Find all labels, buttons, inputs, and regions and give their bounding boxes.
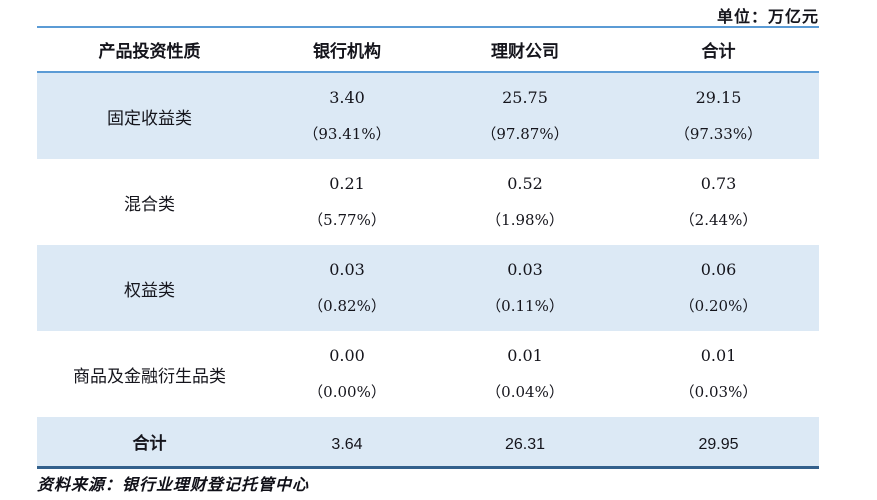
investment-nature-table: 产品投资性质 银行机构 理财公司 合计 固定收益类 3.40 （93.41%） … xyxy=(37,26,819,469)
percentage: （0.00%） xyxy=(308,382,386,401)
table-row-mixed: 混合类 0.21 （5.77%） 0.52 （1.98%） 0.73 （2.44… xyxy=(37,159,819,245)
table-row-equity: 权益类 0.03 （0.82%） 0.03 （0.11%） 0.06 （0.20… xyxy=(37,245,819,331)
row-label: 混合类 xyxy=(124,194,175,215)
value: 0.73 xyxy=(700,174,737,194)
value: 25.75 xyxy=(502,88,548,108)
percentage: （93.41%） xyxy=(303,124,391,143)
percentage: （0.04%） xyxy=(486,382,564,401)
total-value: 3.64 xyxy=(331,435,363,453)
percentage: （0.82%） xyxy=(308,296,386,315)
value-cell: 0.06 （0.20%） xyxy=(618,245,819,331)
value: 0.52 xyxy=(507,174,543,194)
source-note: 资料来源：银行业理财登记托管中心 xyxy=(37,475,310,494)
percentage: （0.11%） xyxy=(486,296,564,315)
value-cell: 0.21 （5.77%） xyxy=(262,159,432,245)
value-cell: 0.52 （1.98%） xyxy=(432,159,618,245)
table-row-commodity-derivatives: 商品及金融衍生品类 0.00 （0.00%） 0.01 （0.04%） 0.01… xyxy=(37,331,819,417)
value-cell: 3.40 （93.41%） xyxy=(262,73,432,159)
value-cell: 0.03 （0.11%） xyxy=(432,245,618,331)
value-cell: 0.00 （0.00%） xyxy=(262,331,432,417)
table-row-fixed-income: 固定收益类 3.40 （93.41%） 25.75 （97.87%） 29.15… xyxy=(37,73,819,159)
percentage: （1.98%） xyxy=(486,210,564,229)
unit-label: 单位：万亿元 xyxy=(716,9,819,26)
value: 0.03 xyxy=(507,260,543,280)
value-cell: 0.73 （2.44%） xyxy=(618,159,819,245)
value-cell: 25.75 （97.87%） xyxy=(432,73,618,159)
value: 0.03 xyxy=(329,260,365,280)
value: 29.15 xyxy=(695,88,742,108)
percentage: （0.20%） xyxy=(679,296,758,315)
total-row-label: 合计 xyxy=(132,434,167,453)
value: 0.00 xyxy=(329,346,365,366)
header-bank-institutions: 银行机构 xyxy=(313,42,381,61)
total-value: 26.31 xyxy=(504,435,546,453)
percentage: （2.44%） xyxy=(679,210,758,229)
row-label: 商品及金融衍生品类 xyxy=(73,366,226,387)
value: 0.06 xyxy=(700,260,737,280)
percentage: （0.03%） xyxy=(679,382,758,401)
value-cell: 0.01 （0.03%） xyxy=(618,331,819,417)
value-cell: 0.01 （0.04%） xyxy=(432,331,618,417)
percentage: （5.77%） xyxy=(308,210,386,229)
row-label: 固定收益类 xyxy=(107,108,192,129)
value: 3.40 xyxy=(329,88,365,108)
value-cell: 29.15 （97.33%） xyxy=(618,73,819,159)
header-product-nature: 产品投资性质 xyxy=(98,42,201,61)
table-total-row: 合计 3.64 26.31 29.95 xyxy=(37,417,819,469)
value: 0.21 xyxy=(329,174,365,194)
value: 0.01 xyxy=(700,346,737,366)
header-wealth-companies: 理财公司 xyxy=(491,42,559,61)
value: 0.01 xyxy=(507,346,543,366)
header-total: 合计 xyxy=(701,42,736,61)
percentage: （97.33%） xyxy=(674,124,763,143)
table-header-row: 产品投资性质 银行机构 理财公司 合计 xyxy=(37,28,819,73)
percentage: （97.87%） xyxy=(481,124,569,143)
row-label: 权益类 xyxy=(124,280,175,301)
total-value: 29.95 xyxy=(698,435,739,453)
value-cell: 0.03 （0.82%） xyxy=(262,245,432,331)
